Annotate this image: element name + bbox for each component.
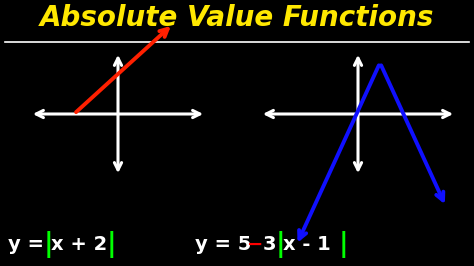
Text: |: |	[44, 231, 54, 257]
Text: −: −	[247, 235, 264, 253]
Text: |: |	[107, 231, 117, 257]
Text: 3: 3	[263, 235, 276, 253]
Text: |: |	[276, 231, 286, 257]
Text: Absolute Value Functions: Absolute Value Functions	[40, 4, 434, 32]
Text: x - 1: x - 1	[283, 235, 331, 253]
Text: y =: y =	[8, 235, 51, 253]
Text: y = 5: y = 5	[195, 235, 251, 253]
Text: |: |	[339, 231, 348, 257]
Text: x + 2: x + 2	[51, 235, 107, 253]
